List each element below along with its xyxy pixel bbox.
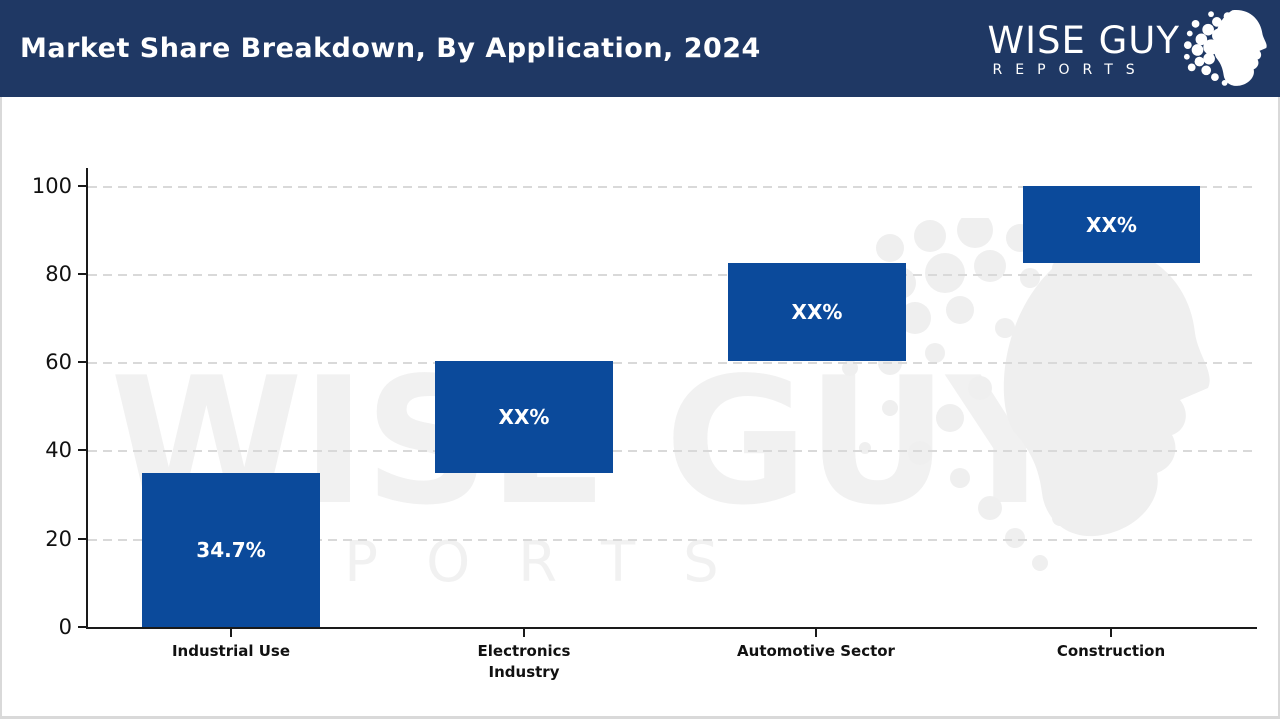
x-tick bbox=[815, 629, 817, 637]
header-bar: Market Share Breakdown, By Application, … bbox=[0, 0, 1280, 97]
x-axis-line bbox=[86, 627, 1257, 629]
y-tick-label-60: 60 bbox=[45, 350, 72, 374]
x-tick bbox=[1110, 629, 1112, 637]
gridline-100 bbox=[88, 186, 1257, 188]
bar-label: XX% bbox=[791, 300, 843, 324]
x-tick bbox=[523, 629, 525, 637]
gridline-60 bbox=[88, 362, 1257, 364]
y-tick bbox=[78, 449, 87, 451]
category-label-construction: Construction bbox=[1056, 642, 1166, 660]
watermark-dotted-head-icon bbox=[842, 218, 1210, 571]
y-tick-label-20: 20 bbox=[45, 527, 72, 551]
page-title: Market Share Breakdown, By Application, … bbox=[20, 33, 761, 64]
y-tick bbox=[78, 361, 87, 363]
y-axis-line bbox=[86, 168, 88, 628]
category-label-industrial-use: Industrial Use bbox=[171, 642, 291, 660]
y-tick-label-100: 100 bbox=[31, 174, 72, 198]
bar-label: XX% bbox=[498, 405, 550, 429]
gridline-40 bbox=[88, 450, 1257, 452]
wise-guy-logo: WISE GUY REPORTS bbox=[988, 4, 1274, 94]
bar-industrial-use: 34.7% bbox=[142, 473, 320, 627]
y-tick bbox=[78, 626, 87, 628]
y-tick bbox=[78, 185, 87, 187]
logo-text: WISE GUY REPORTS bbox=[988, 22, 1180, 77]
bar-electronics-industry: XX% bbox=[435, 361, 613, 473]
y-tick bbox=[78, 273, 87, 275]
y-tick-label-40: 40 bbox=[45, 438, 72, 462]
bar-label: 34.7% bbox=[196, 538, 266, 562]
category-label-electronics-industry: Electronics Industry bbox=[477, 642, 571, 681]
x-tick bbox=[230, 629, 232, 637]
logo-wiseguy-label: WISE GUY bbox=[987, 18, 1180, 62]
category-label-automotive-sector: Automotive Sector bbox=[737, 642, 895, 660]
y-tick-label-0: 0 bbox=[58, 615, 72, 639]
dotted-head-icon bbox=[1183, 10, 1267, 86]
logo-reports-label: REPORTS bbox=[992, 61, 1148, 78]
gridline-20 bbox=[88, 539, 1257, 541]
bar-construction: XX% bbox=[1023, 186, 1200, 263]
bar-label: XX% bbox=[1086, 212, 1137, 237]
y-tick bbox=[78, 538, 87, 540]
bar-automotive-sector: XX% bbox=[728, 263, 906, 361]
gridline-80 bbox=[88, 274, 1257, 276]
y-tick-label-80: 80 bbox=[45, 262, 72, 286]
